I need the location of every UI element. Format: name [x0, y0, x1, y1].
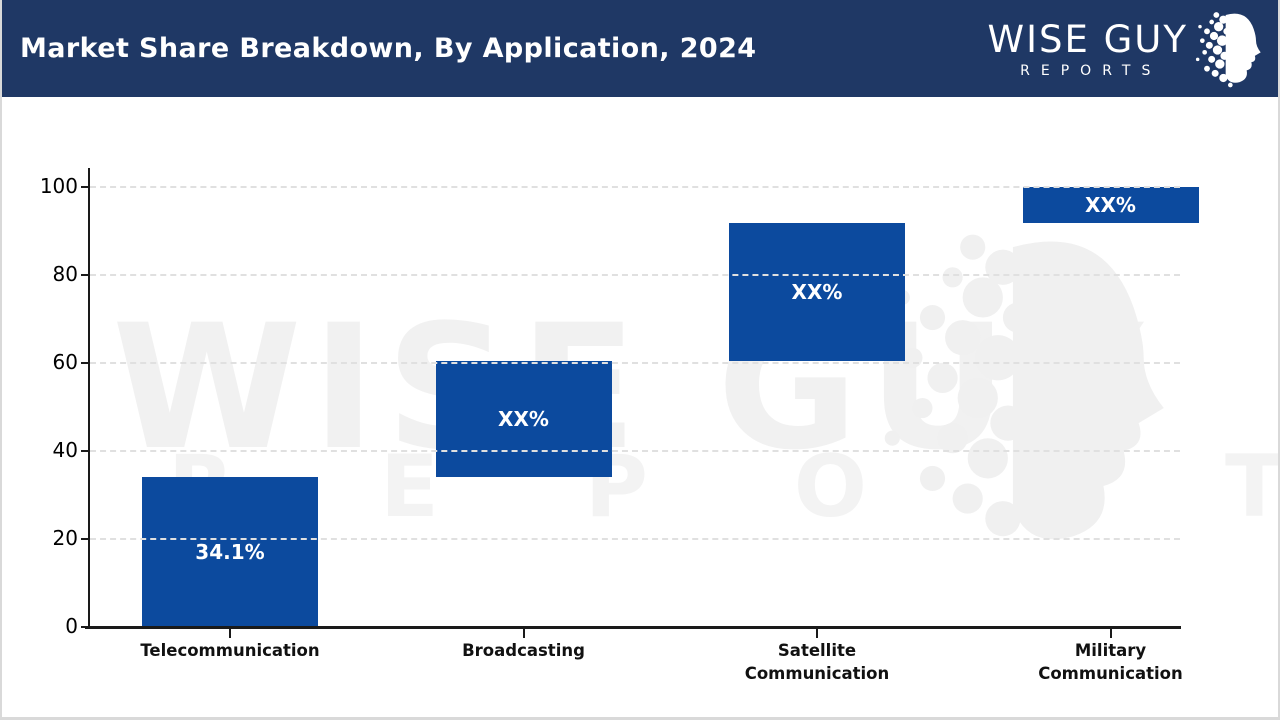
x-axis-category-label: Satellite Communication: [744, 641, 890, 683]
brand-subname: REPORTS: [1020, 63, 1162, 79]
x-axis-tick-mark: [816, 629, 818, 638]
brand-logo-text: WISE GUY REPORTS: [988, 20, 1188, 80]
header-bar: Market Share Breakdown, By Application, …: [0, 0, 1280, 97]
bar-segment: XX%: [435, 360, 612, 477]
x-axis-line: [85, 626, 1181, 629]
gridline: [90, 450, 1180, 452]
watermark: WISE GUY R E P O R T S: [0, 97, 1280, 717]
y-axis-tick-label: 20: [52, 526, 78, 550]
page-title: Market Share Breakdown, By Application, …: [20, 33, 757, 64]
y-axis-tick-label: 0: [65, 614, 78, 638]
bar-value-label: XX%: [791, 279, 843, 304]
x-axis-category-label: Military Communication: [1038, 641, 1183, 683]
watermark-head-icon: [884, 234, 1164, 540]
y-axis-tick-mark: [81, 362, 90, 364]
gridline: [90, 538, 1180, 540]
x-axis-category-label: Broadcasting: [462, 641, 585, 660]
y-axis-tick-label: 40: [52, 438, 78, 462]
bar-segment: XX%: [1022, 187, 1199, 224]
dotted-head-icon: [1195, 12, 1261, 88]
y-axis-tick-mark: [81, 186, 90, 188]
y-axis-tick-mark: [81, 538, 90, 540]
brand-name: WISE GUY: [987, 18, 1188, 61]
x-axis-tick-mark: [229, 629, 231, 638]
x-axis-category-label: Telecommunication: [140, 641, 320, 660]
brand-logo: WISE GUY REPORTS: [988, 6, 1266, 94]
bar-segment: XX%: [729, 223, 905, 361]
x-axis-tick-mark: [1109, 629, 1112, 638]
bar-value-label: 34.1%: [195, 539, 265, 564]
gridline: [90, 186, 1180, 188]
x-axis-tick-mark: [522, 629, 525, 638]
y-axis-tick-label: 100: [39, 174, 78, 198]
y-axis-line: [88, 168, 90, 629]
y-axis-tick-label: 80: [52, 262, 78, 286]
y-axis-tick-mark: [81, 274, 90, 276]
bar-segment: 34.1%: [142, 476, 318, 627]
bar-value-label: XX%: [1085, 193, 1136, 218]
gridline: [90, 274, 1180, 276]
bar-value-label: XX%: [498, 406, 549, 431]
y-axis-tick-mark: [81, 450, 90, 452]
chart-area: WISE GUY R E P O R T S 34.1% XX% XX% XX% 0 20…: [0, 97, 1280, 717]
y-axis-tick-label: 60: [52, 350, 78, 374]
gridline: [90, 362, 1180, 364]
